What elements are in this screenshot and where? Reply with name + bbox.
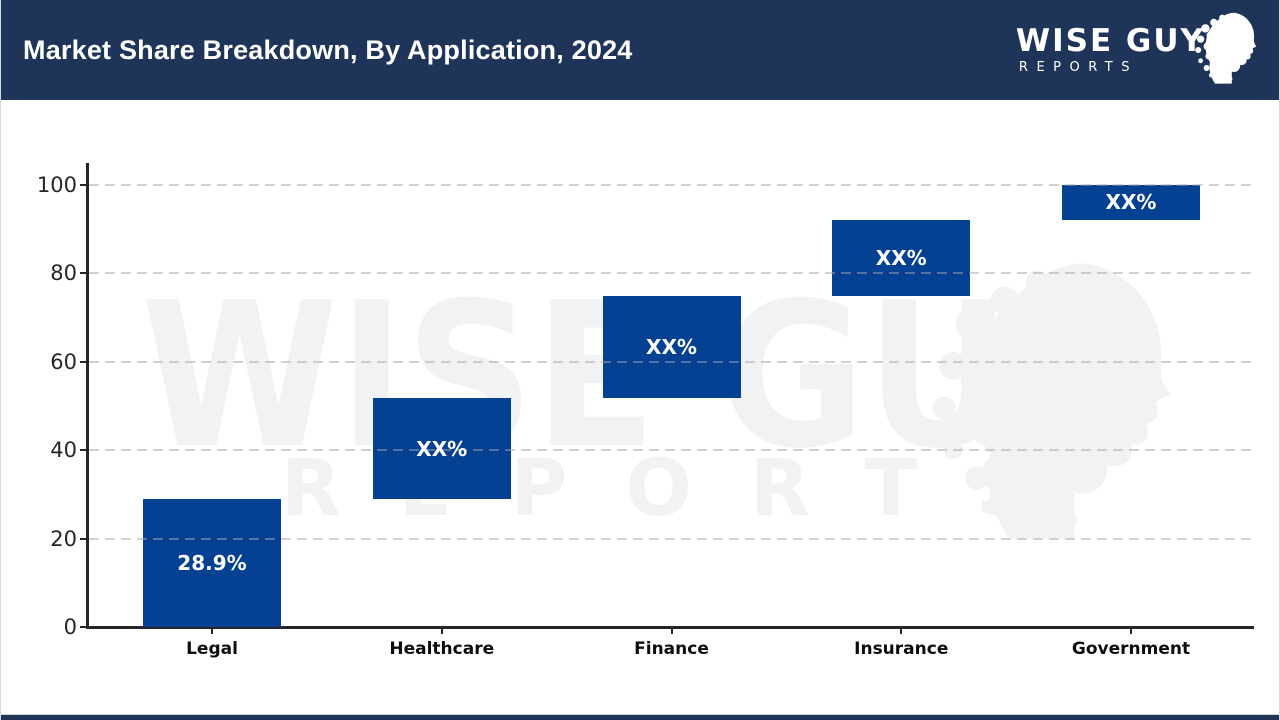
y-tick-mark bbox=[80, 184, 87, 186]
waterfall-chart: 28.9% Legal XX% Healthcare XX% Finance XX% Insu… bbox=[1, 100, 1279, 715]
brand-name-text: WISE GUY bbox=[1015, 22, 1205, 59]
bar-finance: XX% bbox=[602, 296, 741, 399]
bar-value-label: XX% bbox=[416, 436, 468, 461]
gridline-60 bbox=[89, 360, 1254, 363]
y-tick-label: 20 bbox=[50, 526, 77, 551]
y-tick-label: 60 bbox=[50, 349, 77, 374]
page-title: Market Share Breakdown, By Application, … bbox=[23, 34, 633, 65]
y-axis-line bbox=[86, 163, 89, 629]
brand-logo: WISE GUY REPORTS bbox=[1016, 8, 1263, 92]
x-axis-line bbox=[86, 626, 1254, 629]
y-tick-mark bbox=[80, 537, 87, 540]
x-tick-mark bbox=[670, 628, 673, 634]
header-bar: Market Share Breakdown, By Application, … bbox=[1, 0, 1279, 100]
bar-government: XX% bbox=[1062, 185, 1200, 220]
footer-bar bbox=[1, 714, 1279, 720]
gridline-40 bbox=[89, 449, 1254, 452]
x-tick-mark bbox=[1130, 628, 1132, 634]
brand-wordmark: WISE GUY REPORTS bbox=[1015, 22, 1205, 75]
bar-value-label: XX% bbox=[646, 335, 697, 360]
bar-value-label: 28.9% bbox=[177, 551, 247, 576]
bar-value-label: XX% bbox=[1105, 190, 1157, 215]
bar-value-label: XX% bbox=[875, 246, 927, 271]
y-tick-label: 0 bbox=[63, 615, 77, 639]
y-tick-mark bbox=[80, 626, 87, 628]
y-tick-label: 100 bbox=[36, 173, 77, 197]
category-label-healthcare: Healthcare bbox=[389, 639, 495, 659]
y-tick-label: 80 bbox=[50, 261, 77, 286]
y-tick-mark bbox=[80, 272, 87, 275]
category-label-legal: Legal bbox=[186, 639, 238, 659]
gridline-80 bbox=[89, 272, 1254, 275]
bar-legal: 28.9% bbox=[143, 499, 281, 627]
gridline-100 bbox=[89, 184, 1254, 186]
bar-insurance: XX% bbox=[832, 219, 971, 297]
x-tick-mark bbox=[900, 628, 903, 634]
y-tick-label: 40 bbox=[50, 438, 77, 463]
gridline-20 bbox=[89, 537, 1254, 540]
y-tick-mark bbox=[80, 449, 87, 452]
y-tick-mark bbox=[80, 360, 87, 363]
x-tick-mark bbox=[440, 628, 443, 634]
x-tick-mark bbox=[211, 628, 213, 634]
category-label-government: Government bbox=[1071, 639, 1191, 659]
brand-subtitle-text: REPORTS bbox=[1018, 59, 1139, 75]
category-label-finance: Finance bbox=[634, 639, 709, 659]
category-label-insurance: Insurance bbox=[854, 639, 949, 659]
brand-head-icon bbox=[1195, 12, 1257, 84]
bar-healthcare: XX% bbox=[372, 398, 511, 500]
